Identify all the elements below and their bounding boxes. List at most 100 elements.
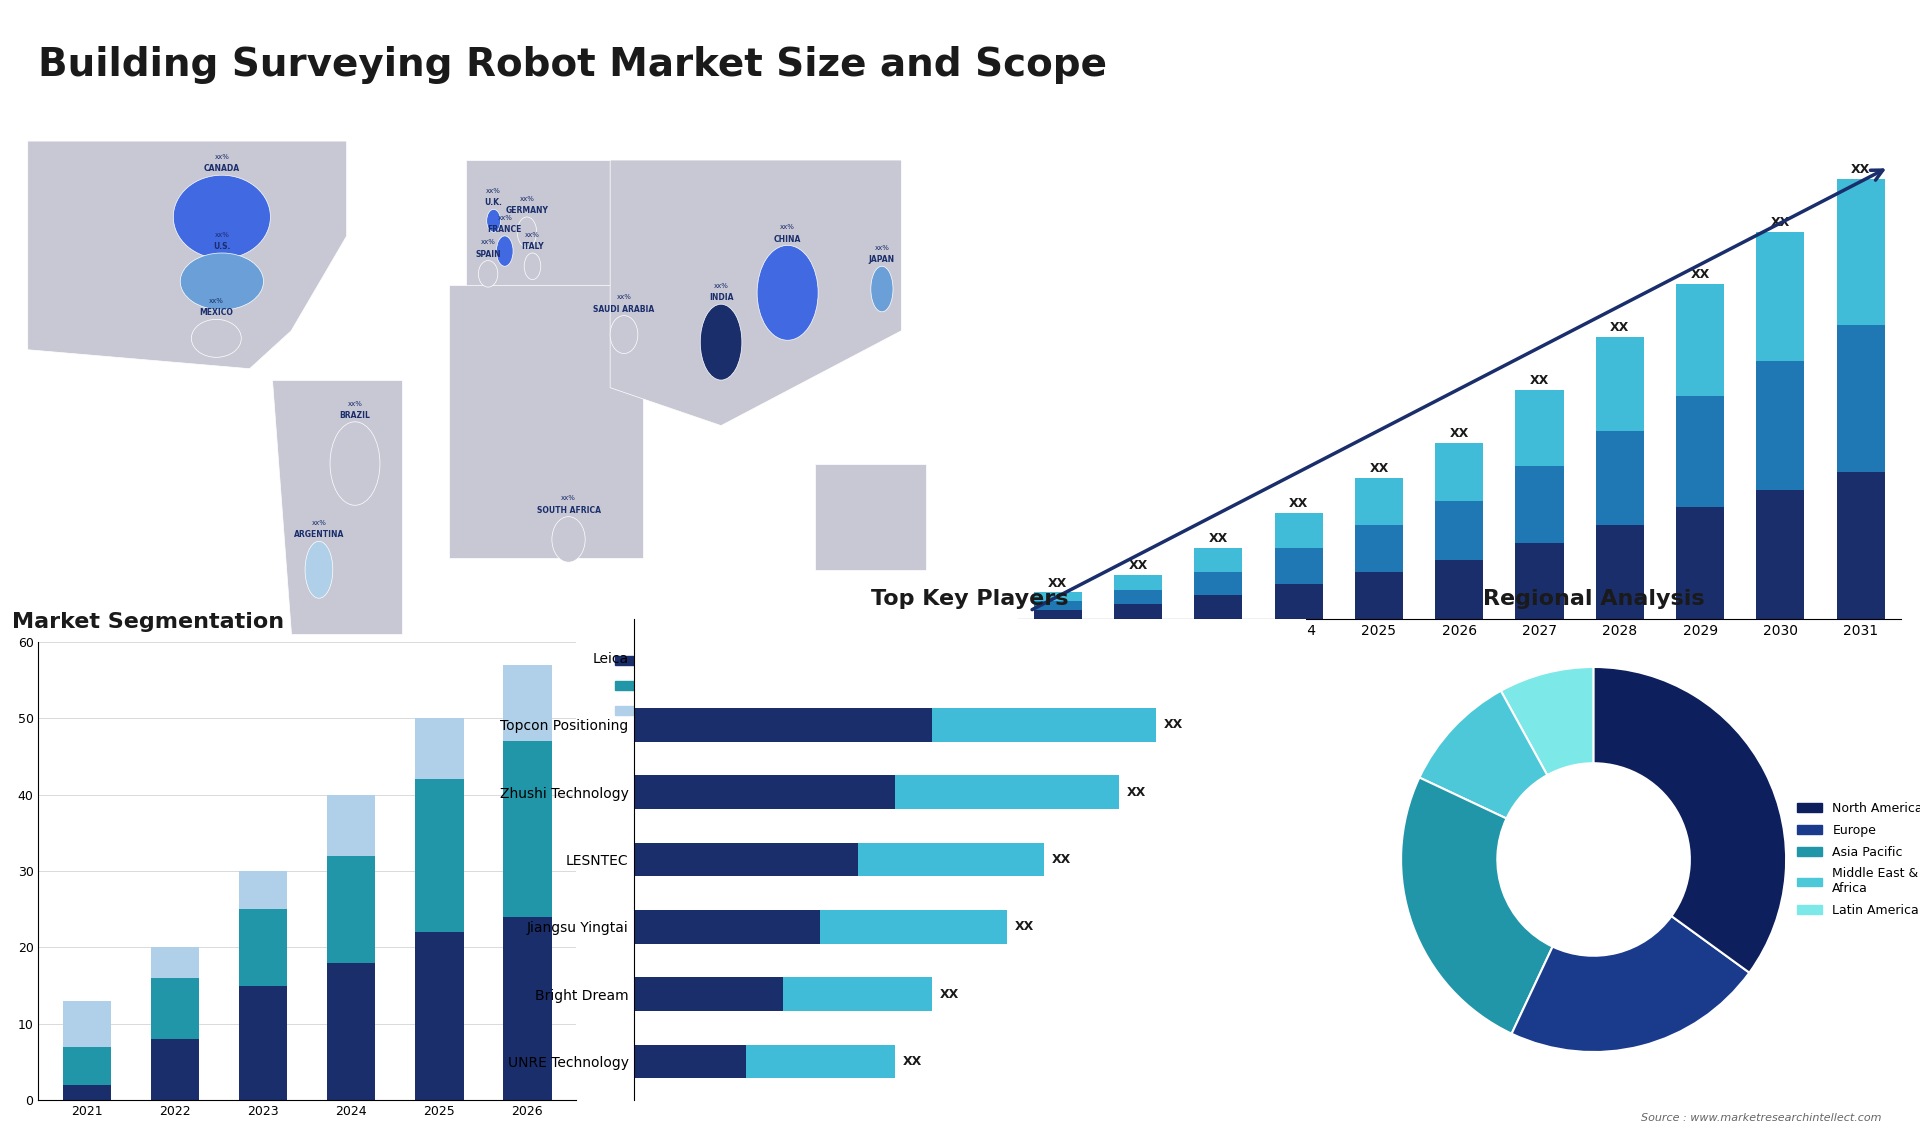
Wedge shape [1501,667,1594,775]
Text: XX: XX [1048,576,1068,589]
Ellipse shape [192,320,242,358]
Bar [152,948,200,978]
Text: xx%: xx% [874,245,889,251]
Bar [1515,542,1563,619]
Bar [1033,592,1081,602]
Text: xx%: xx% [348,401,363,407]
Ellipse shape [305,541,332,598]
Bar [1837,472,1885,619]
Bar [1757,361,1805,489]
Bar [1837,325,1885,472]
Ellipse shape [330,422,380,505]
Bar [1033,602,1081,610]
Bar [238,871,288,909]
Title: Top Key Players: Top Key Players [872,589,1068,609]
Polygon shape [816,463,925,570]
Bar [326,856,376,963]
Legend: North America, Europe, Asia Pacific, Middle East &
Africa, Latin America: North America, Europe, Asia Pacific, Mid… [1793,796,1920,923]
Text: XX: XX [1288,497,1308,510]
Bar [820,910,1006,943]
Ellipse shape [173,175,271,259]
Text: GERMANY: GERMANY [505,206,549,215]
Text: FRANCE: FRANCE [488,225,522,234]
Bar [238,986,288,1100]
Text: xx%: xx% [714,283,728,289]
Text: xx%: xx% [215,231,228,238]
Wedge shape [1594,667,1786,973]
Ellipse shape [497,236,513,266]
Ellipse shape [478,260,497,288]
Text: Source : www.marketresearchintellect.com: Source : www.marketresearchintellect.com [1642,1113,1882,1123]
Bar [634,978,783,1011]
Bar [933,708,1156,741]
Text: BRAZIL: BRAZIL [340,411,371,419]
Bar [634,910,820,943]
Bar [415,779,463,932]
Polygon shape [449,285,643,558]
Bar [152,978,200,1039]
Text: CHINA: CHINA [774,235,801,243]
Bar [1194,549,1242,572]
Text: xx%: xx% [486,188,501,194]
Bar [745,1045,895,1078]
Bar [503,741,551,917]
Bar [634,842,858,877]
Bar [503,665,551,741]
Text: XX: XX [1210,533,1229,545]
Bar [326,963,376,1100]
Bar [783,978,933,1011]
Text: ITALY: ITALY [520,242,543,251]
Text: XX: XX [1164,719,1183,731]
Bar [1515,390,1563,466]
Text: XX: XX [1129,559,1148,572]
Ellipse shape [611,315,637,353]
Bar [1275,549,1323,583]
Bar [858,842,1044,877]
Ellipse shape [524,253,541,280]
Text: xx%: xx% [209,298,225,304]
Text: xx%: xx% [497,214,513,221]
Text: XX: XX [1851,163,1870,175]
Bar [238,909,288,986]
Ellipse shape [756,245,818,340]
Bar [503,917,551,1100]
Bar [1596,525,1644,619]
Bar [152,1039,200,1100]
Bar [1356,525,1404,572]
Bar [1757,231,1805,361]
Polygon shape [467,160,611,289]
Text: JAPAN: JAPAN [870,256,895,265]
Bar [1114,589,1162,604]
Polygon shape [611,160,900,425]
Bar [415,719,463,779]
Bar [1676,284,1724,395]
Legend: Type, Application, Geography: Type, Application, Geography [611,649,737,724]
Text: XX: XX [1052,853,1071,866]
Text: U.S.: U.S. [213,242,230,251]
Text: xx%: xx% [480,240,495,245]
Bar [326,794,376,856]
Text: XX: XX [1369,462,1388,476]
Bar [1515,466,1563,542]
Bar [1114,575,1162,589]
Bar [1757,489,1805,619]
Polygon shape [27,141,348,369]
Bar [634,708,933,741]
Bar [1114,604,1162,619]
Bar [1676,508,1724,619]
Bar [1596,431,1644,525]
Text: xx%: xx% [616,295,632,300]
Bar [63,1000,111,1046]
Text: Market Segmentation: Market Segmentation [12,612,284,631]
Bar [634,1045,745,1078]
Text: xx%: xx% [561,495,576,502]
Text: xx%: xx% [311,520,326,526]
Bar [1194,596,1242,619]
Bar [1194,572,1242,596]
Bar [1356,572,1404,619]
Bar [63,1046,111,1085]
Ellipse shape [488,210,501,233]
Text: XX: XX [1690,268,1709,282]
Bar [1275,583,1323,619]
Text: MEXICO: MEXICO [200,308,232,317]
